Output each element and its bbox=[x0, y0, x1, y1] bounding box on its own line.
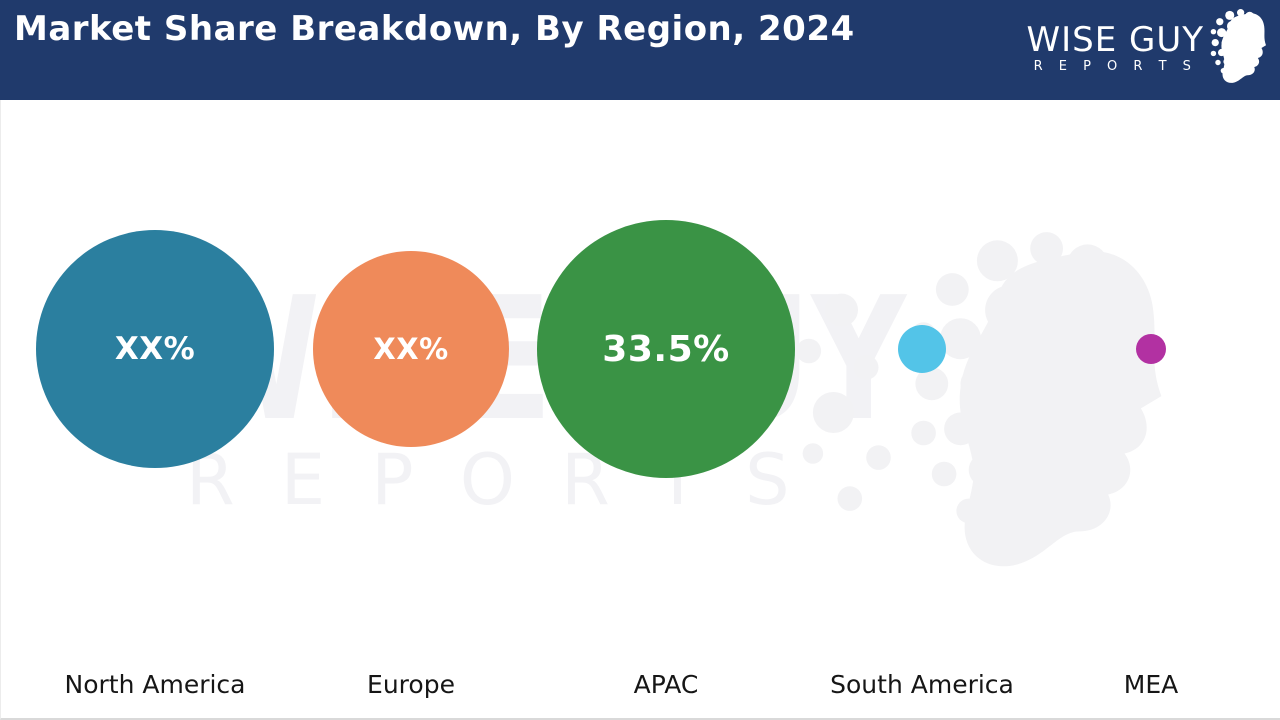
logo-wordmark: WISE GUY R E P O R T S bbox=[1026, 22, 1204, 75]
category-label-apac: APAC bbox=[633, 670, 699, 699]
logo-wordmark-line1: WISE GUY bbox=[1026, 19, 1204, 60]
category-label-south-america: South America bbox=[830, 670, 1014, 699]
bubble-value-apac: 33.5% bbox=[602, 328, 730, 370]
bubble-apac: 33.5% bbox=[537, 220, 795, 478]
bubble-north-america: XX% bbox=[36, 230, 274, 468]
logo-face-icon bbox=[1210, 9, 1266, 83]
bubble-mea bbox=[1136, 334, 1166, 364]
bubble-value-europe: XX% bbox=[373, 332, 449, 366]
bubble-south-america bbox=[898, 325, 946, 373]
chart-area: WISE GUY R E P O R T S XX%XX%33.5% North… bbox=[0, 100, 1280, 720]
watermark-face bbox=[796, 232, 1162, 567]
category-label-mea: MEA bbox=[1123, 670, 1179, 699]
wise-guy-logo: WISE GUY R E P O R T S bbox=[1026, 6, 1266, 90]
bubble-europe: XX% bbox=[313, 251, 509, 447]
page-title: Market Share Breakdown, By Region, 2024 bbox=[14, 9, 855, 49]
logo-wordmark-line2: R E P O R T S bbox=[1033, 58, 1197, 74]
category-label-europe: Europe bbox=[367, 670, 455, 699]
category-label-north-america: North America bbox=[64, 670, 246, 699]
header: Market Share Breakdown, By Region, 2024 … bbox=[0, 0, 1280, 100]
bubble-value-north-america: XX% bbox=[114, 331, 196, 367]
